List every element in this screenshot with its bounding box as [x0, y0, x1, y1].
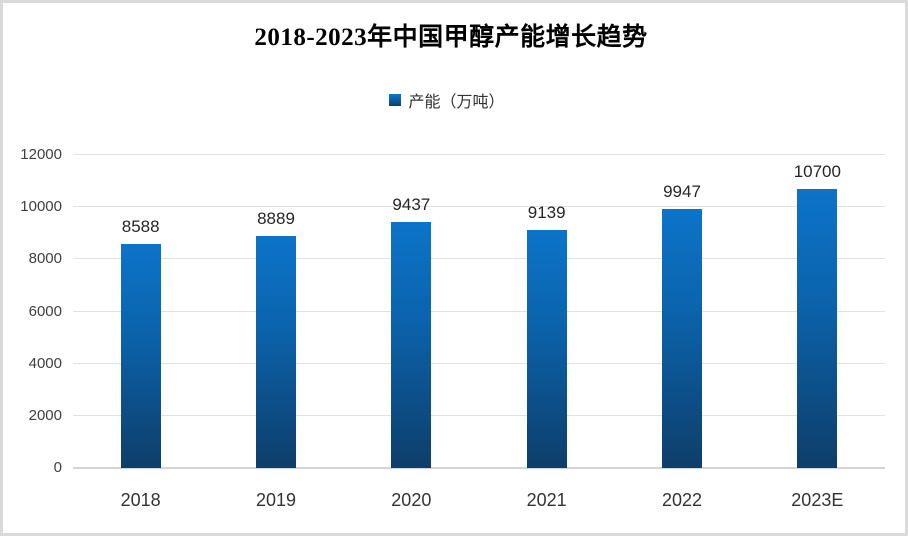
x-axis-tick-label: 2022	[661, 490, 703, 510]
bar	[391, 222, 432, 468]
bar-value-label: 9947	[663, 182, 701, 201]
gridline	[73, 206, 885, 208]
legend: 产能（万吨）	[3, 88, 891, 112]
plot-area: 8588 2018 8889 2019 9437 2020 9139 2021 9947 2022…	[73, 154, 885, 510]
x-axis-tick-label: 2019	[255, 490, 297, 510]
y-axis-tick-label: 6000	[28, 302, 62, 320]
bar-value-label: 8588	[121, 217, 160, 236]
y-axis-tick-label: 4000	[28, 354, 62, 372]
bar-value-label: 10700	[793, 162, 841, 181]
gridline	[73, 258, 885, 260]
gridline	[73, 362, 885, 364]
bar	[256, 236, 296, 468]
bar	[797, 189, 838, 468]
x-axis-line	[73, 467, 885, 469]
bar-value-label: 8889	[257, 209, 295, 228]
x-axis-tick-label: 2020	[391, 490, 432, 510]
bar-value-label: 9437	[392, 195, 431, 214]
x-axis-tick-label: 2021	[526, 490, 567, 510]
y-axis-tick-label: 12000	[20, 146, 62, 163]
gridline	[73, 414, 885, 416]
bar	[120, 244, 161, 468]
legend-series-marker	[389, 94, 402, 106]
gridline	[73, 154, 885, 155]
y-axis-tick-labels: 0 2000 4000 6000 8000 10000 12000	[3, 146, 62, 476]
y-axis-tick-label: 8000	[28, 250, 62, 268]
chart-title: 2018-2023年中国甲醇产能增长趋势	[254, 24, 648, 51]
y-axis-tick-label: 10000	[20, 198, 62, 216]
x-axis-tick-label: 2018	[120, 490, 161, 510]
bar	[526, 230, 567, 468]
legend-series-label: 产能（万吨）	[408, 94, 505, 111]
y-axis-tick-label: 0	[53, 459, 62, 476]
y-axis-tick-label: 2000	[28, 406, 62, 424]
bar	[662, 209, 702, 468]
bar-value-label: 9139	[527, 203, 566, 222]
x-axis-tick-label: 2023E	[791, 490, 844, 510]
gridline	[73, 310, 885, 312]
